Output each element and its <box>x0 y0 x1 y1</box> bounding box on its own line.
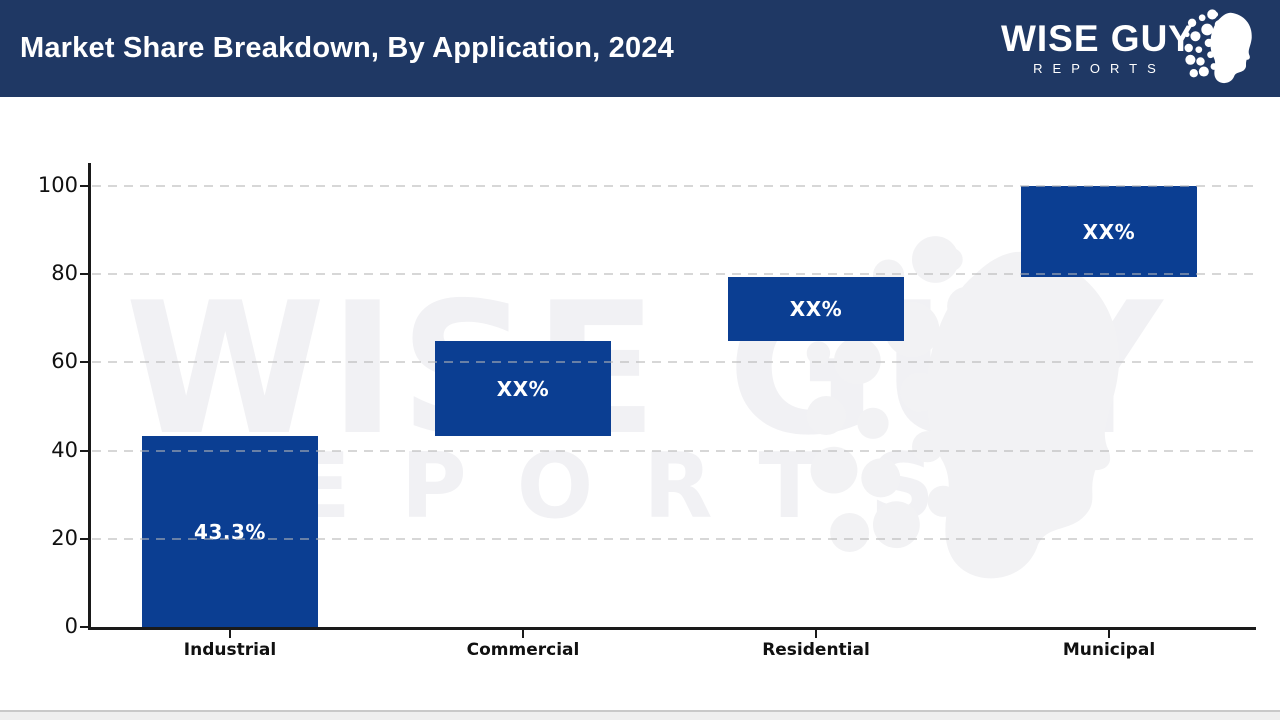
y-tick-mark <box>80 273 89 276</box>
x-tick-mark <box>1108 630 1110 638</box>
gridline-y80 <box>92 273 1256 276</box>
x-tick-mark <box>229 630 231 638</box>
x-category-label: Industrial <box>183 640 277 660</box>
gridline-y100 <box>92 185 1256 187</box>
logo-reports-label: REPORTS <box>1033 60 1166 76</box>
y-tick-mark <box>80 361 89 364</box>
gridline-y60 <box>92 361 1256 364</box>
y-tick-mark <box>80 537 89 540</box>
chart-title: Market Share Breakdown, By Application, … <box>20 32 674 64</box>
y-tick-label: 0 <box>64 614 78 638</box>
y-tick-label: 100 <box>37 173 78 197</box>
bar-commercial: XX% <box>435 341 611 437</box>
y-tick-mark <box>80 626 89 628</box>
x-category-label: Residential <box>762 640 870 660</box>
wise-guy-reports-logo: WISE GUY REPORTS <box>1001 6 1266 90</box>
y-tick-label: 20 <box>51 525 78 550</box>
logo-dotted-head-icon <box>1184 9 1252 84</box>
footer-divider <box>0 710 1280 712</box>
gridline-y40 <box>92 449 1256 452</box>
bar-value-label: XX% <box>496 376 550 401</box>
y-tick-label: 80 <box>51 261 78 286</box>
y-tick-label: 40 <box>51 437 78 462</box>
x-axis-line <box>88 627 1256 630</box>
logo-text: WISE GUY REPORTS <box>1000 18 1194 76</box>
y-tick-mark <box>80 449 89 452</box>
x-tick-mark <box>815 630 817 638</box>
logo-brand-name: WISE GUY <box>1000 18 1194 60</box>
watermark-dotted-head-icon <box>806 236 1119 579</box>
x-tick-mark <box>522 630 524 638</box>
bar-industrial: 43.3% <box>142 436 318 627</box>
bar-value-label: XX% <box>789 297 843 322</box>
x-category-label: Municipal <box>1062 640 1156 660</box>
footer-strip <box>0 712 1280 720</box>
gridline-y20 <box>92 537 1256 540</box>
bar-value-label: XX% <box>1082 219 1136 244</box>
y-tick-mark <box>80 185 89 187</box>
y-axis-line <box>88 163 91 630</box>
bar-value-label: 43.3% <box>194 519 266 544</box>
bar-municipal: XX% <box>1021 186 1197 278</box>
report-header: Market Share Breakdown, By Application, … <box>0 0 1280 97</box>
x-category-label: Commercial <box>466 640 580 660</box>
bar-residential: XX% <box>728 277 904 342</box>
y-tick-label: 60 <box>51 349 78 374</box>
